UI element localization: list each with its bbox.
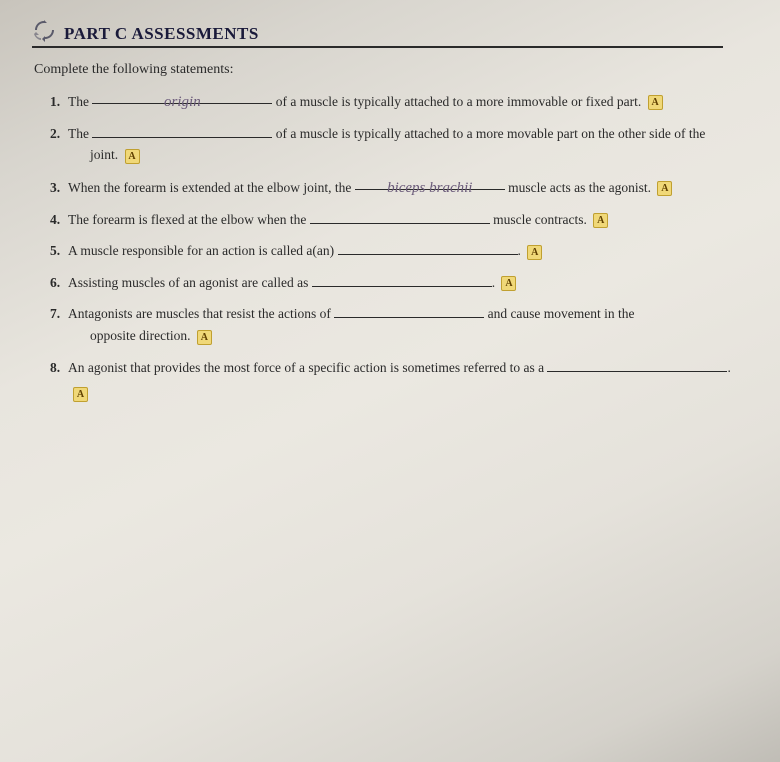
answer-badge: A xyxy=(593,213,608,228)
fill-blank[interactable] xyxy=(334,302,484,318)
fill-blank[interactable]: origin xyxy=(92,88,272,104)
recycle-icon xyxy=(32,18,56,42)
item-number: 8. xyxy=(50,355,68,381)
fill-blank[interactable] xyxy=(92,122,272,138)
statement-2: 2.The of a muscle is typically attached … xyxy=(50,121,752,168)
fill-blank[interactable] xyxy=(312,271,492,287)
item-number: 7. xyxy=(50,301,68,327)
item-text-pre: Antagonists are muscles that resist the … xyxy=(68,306,334,321)
instruction-text: Complete the following statements: xyxy=(34,62,752,78)
item-text-post: . xyxy=(492,275,495,290)
item-text-post: . xyxy=(518,243,521,258)
item-text-pre: A muscle responsible for an action is ca… xyxy=(68,243,338,258)
item-number: 5. xyxy=(50,238,68,264)
section-header: PART C ASSESSMENTS xyxy=(32,18,723,48)
item-text-pre: Assisting muscles of an agonist are call… xyxy=(68,275,312,290)
statement-1: 1.The origin of a muscle is typically at… xyxy=(50,88,752,115)
worksheet-page: PART C ASSESSMENTS Complete the followin… xyxy=(0,0,780,432)
fill-blank[interactable] xyxy=(547,356,727,372)
statement-5: 5.A muscle responsible for an action is … xyxy=(50,238,752,264)
answer-badge: A xyxy=(125,149,140,164)
answer-badge: A xyxy=(648,95,663,110)
item-text-post: muscle contracts. xyxy=(490,212,587,227)
answer-badge: A xyxy=(73,387,88,402)
answer-badge: A xyxy=(197,330,212,345)
answer-badge: A xyxy=(657,181,672,196)
item-number: 1. xyxy=(50,89,68,115)
item-text-pre: The xyxy=(68,94,92,109)
item-text-pre: The forearm is flexed at the elbow when … xyxy=(68,212,310,227)
item-text-post: . xyxy=(727,360,730,375)
statement-6: 6.Assisting muscles of an agonist are ca… xyxy=(50,270,752,296)
statement-3: 3.When the forearm is extended at the el… xyxy=(50,174,752,201)
handwritten-answer: biceps brachii xyxy=(387,180,472,196)
fill-blank[interactable] xyxy=(310,208,490,224)
item-number: 2. xyxy=(50,121,68,147)
fill-blank[interactable] xyxy=(338,239,518,255)
item-text-pre: An agonist that provides the most force … xyxy=(68,360,547,375)
item-number: 4. xyxy=(50,207,68,233)
item-continuation: joint. A xyxy=(70,142,752,168)
item-text-post: of a muscle is typically attached to a m… xyxy=(272,126,705,141)
item-continuation: opposite direction. A xyxy=(70,323,752,349)
header-title: PART C ASSESSMENTS xyxy=(64,24,259,44)
statement-4: 4.The forearm is flexed at the elbow whe… xyxy=(50,207,752,233)
answer-badge: A xyxy=(527,245,542,260)
item-number: 3. xyxy=(50,175,68,201)
item-text-post: of a muscle is typically attached to a m… xyxy=(272,94,641,109)
statement-7: 7.Antagonists are muscles that resist th… xyxy=(50,301,752,348)
handwritten-answer: origin xyxy=(164,94,201,110)
answer-badge: A xyxy=(501,276,516,291)
item-text-pre: When the forearm is extended at the elbo… xyxy=(68,180,355,195)
item-number: 6. xyxy=(50,270,68,296)
item-text-post: muscle acts as the agonist. xyxy=(505,180,651,195)
fill-blank[interactable]: biceps brachii xyxy=(355,174,505,190)
item-text-pre: The xyxy=(68,126,92,141)
item-text-post: and cause movement in the xyxy=(484,306,634,321)
statement-8: 8.An agonist that provides the most forc… xyxy=(50,355,752,406)
